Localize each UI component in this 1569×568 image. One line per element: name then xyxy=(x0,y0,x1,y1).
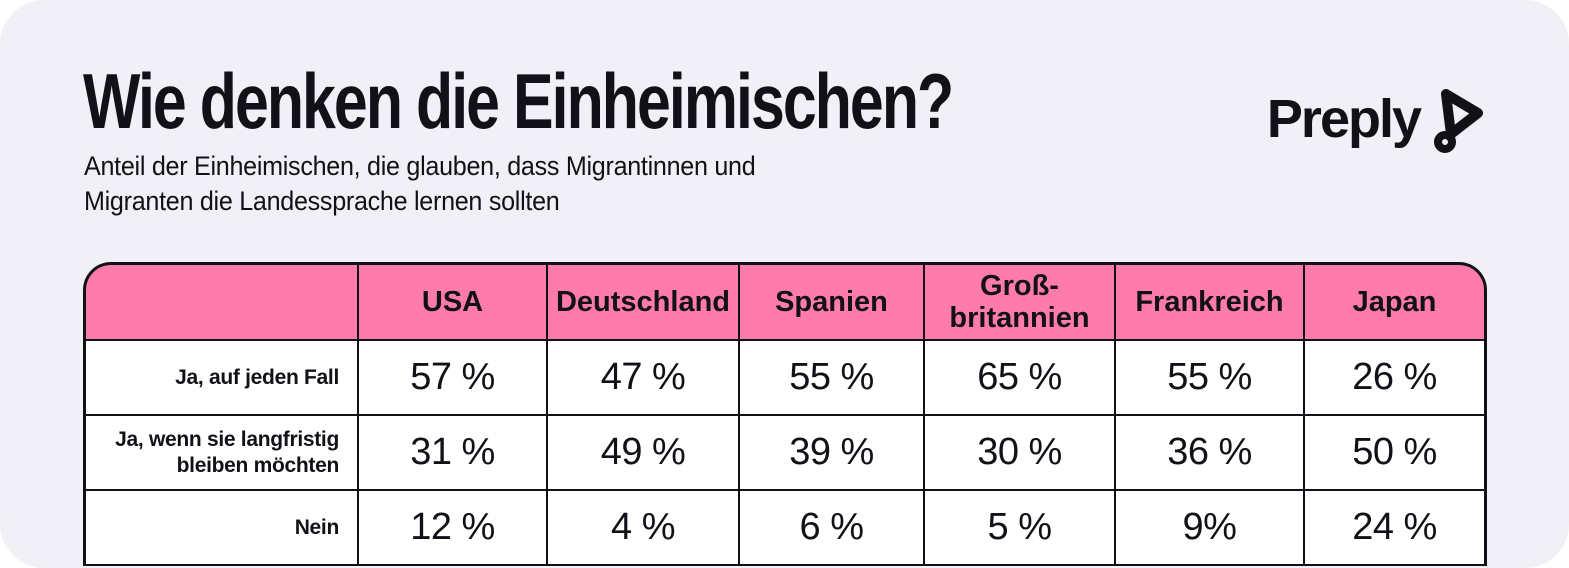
table-header-spanien: Spanien xyxy=(738,265,925,341)
page-title: Wie denken die Einheimischen? xyxy=(83,57,954,145)
results-table: USA Deutschland Spanien Groß- britannien… xyxy=(86,265,1484,566)
row-label: Nein xyxy=(86,489,359,566)
cell-value: 50 % xyxy=(1303,414,1484,491)
cell-value: 65 % xyxy=(923,339,1116,416)
cell-value: 24 % xyxy=(1303,489,1484,566)
cell-value: 9% xyxy=(1114,489,1305,566)
cell-value: 57 % xyxy=(357,339,548,416)
cell-value: 4 % xyxy=(546,489,740,566)
table-header-japan: Japan xyxy=(1303,265,1484,341)
cell-value: 31 % xyxy=(357,414,548,491)
page-subtitle: Anteil der Einheimischen, die glauben, d… xyxy=(84,151,756,216)
table-header-frankreich: Frankreich xyxy=(1114,265,1305,341)
cell-value: 36 % xyxy=(1114,414,1305,491)
cell-value: 5 % xyxy=(923,489,1116,566)
cell-value: 39 % xyxy=(738,414,925,491)
preply-logo-wordmark: Preply xyxy=(1266,89,1422,149)
table-row-nein: Nein 12 % 4 % 6 % 5 % 9% 24 % xyxy=(86,489,1484,566)
cell-value: 55 % xyxy=(738,339,925,416)
cell-value: 55 % xyxy=(1114,339,1305,416)
table-header-empty xyxy=(86,265,359,341)
row-label: Ja, wenn sie langfristig bleiben möchten xyxy=(86,414,359,491)
table-header-deutschland: Deutschland xyxy=(546,265,740,341)
preply-play-icon xyxy=(1434,89,1483,153)
cell-value: 6 % xyxy=(738,489,925,566)
cell-value: 12 % xyxy=(357,489,548,566)
table-header-row: USA Deutschland Spanien Groß- britannien… xyxy=(86,265,1484,341)
table-row-ja-auf-jeden-fall: Ja, auf jeden Fall 57 % 47 % 55 % 65 % 5… xyxy=(86,339,1484,416)
data-table: USA Deutschland Spanien Groß- britannien… xyxy=(83,262,1487,566)
row-label: Ja, auf jeden Fall xyxy=(86,339,359,416)
cell-value: 26 % xyxy=(1303,339,1484,416)
table-header-grossbritannien: Groß- britannien xyxy=(923,265,1116,341)
cell-value: 49 % xyxy=(546,414,740,491)
cell-value: 47 % xyxy=(546,339,740,416)
preply-logo: Preply xyxy=(1267,82,1490,156)
table-row-ja-wenn-langfristig: Ja, wenn sie langfristig bleiben möchten… xyxy=(86,414,1484,491)
table-header-usa: USA xyxy=(357,265,548,341)
cell-value: 30 % xyxy=(923,414,1116,491)
